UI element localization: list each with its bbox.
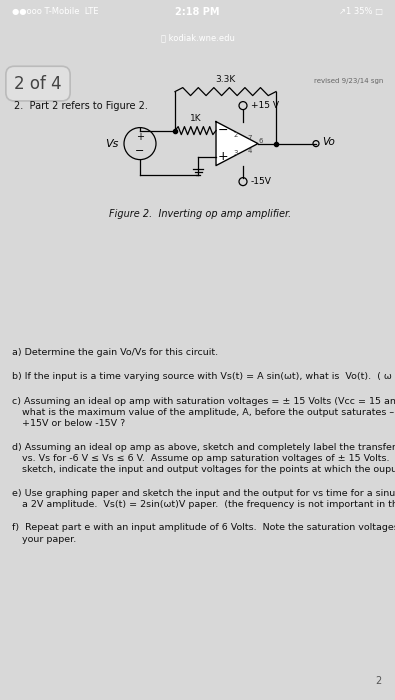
Text: +: + bbox=[136, 132, 144, 141]
Text: revised 9/23/14 sgn: revised 9/23/14 sgn bbox=[314, 78, 383, 83]
Text: c) Assuming an ideal op amp with saturation voltages = ± 15 Volts (Vcc = 15 and : c) Assuming an ideal op amp with saturat… bbox=[12, 397, 395, 406]
Text: e) Use graphing paper and sketch the input and the output for vs time for a sinu: e) Use graphing paper and sketch the inp… bbox=[12, 489, 395, 498]
Text: your paper.: your paper. bbox=[22, 535, 76, 544]
Text: 3: 3 bbox=[234, 150, 238, 155]
Text: +: + bbox=[218, 150, 229, 163]
Text: sketch, indicate the input and output voltages for the points at which the ouput: sketch, indicate the input and output vo… bbox=[22, 466, 395, 475]
Text: f)  Repeat part e with an input amplitude of 6 Volts.  Note the saturation volta: f) Repeat part e with an input amplitude… bbox=[12, 524, 395, 533]
Text: 2 of 4: 2 of 4 bbox=[14, 75, 62, 92]
Text: a) Determine the gain Vo/Vs for this circuit.: a) Determine the gain Vo/Vs for this cir… bbox=[12, 349, 218, 357]
Text: 7: 7 bbox=[248, 134, 252, 141]
Text: -15V: -15V bbox=[251, 177, 272, 186]
Text: 2: 2 bbox=[376, 676, 382, 685]
Text: d) Assuming an ideal op amp as above, sketch and completely label the transfer c: d) Assuming an ideal op amp as above, sk… bbox=[12, 443, 395, 452]
Text: +15 V: +15 V bbox=[251, 101, 279, 110]
Text: −: − bbox=[218, 124, 228, 137]
Text: −: − bbox=[135, 146, 145, 155]
Text: vs. Vs for -6 V ≤ Vs ≤ 6 V.  Assume op amp saturation voltages of ± 15 Volts.  O: vs. Vs for -6 V ≤ Vs ≤ 6 V. Assume op am… bbox=[22, 454, 395, 463]
Text: ●●ooo T-Mobile  LTE: ●●ooo T-Mobile LTE bbox=[12, 7, 98, 16]
Text: 🔒 kodiak.wne.edu: 🔒 kodiak.wne.edu bbox=[160, 34, 235, 43]
Text: Vo: Vo bbox=[322, 136, 335, 146]
Text: what is the maximum value of the amplitude, A, before the output saturates – try: what is the maximum value of the amplitu… bbox=[22, 408, 395, 417]
Text: 4: 4 bbox=[248, 148, 252, 153]
Text: Vs: Vs bbox=[105, 139, 118, 148]
Text: 1K: 1K bbox=[190, 113, 201, 122]
Polygon shape bbox=[216, 122, 258, 166]
Text: 3.3K: 3.3K bbox=[215, 75, 236, 83]
Text: 2.  Part 2 refers to Figure 2.: 2. Part 2 refers to Figure 2. bbox=[14, 101, 148, 111]
Text: 2: 2 bbox=[234, 132, 238, 138]
Text: a 2V amplitude.  Vs(t) = 2sin(ωt)V paper.  (the frequency is not important in th: a 2V amplitude. Vs(t) = 2sin(ωt)V paper.… bbox=[22, 500, 395, 509]
Text: +15V or below -15V ?: +15V or below -15V ? bbox=[22, 419, 125, 428]
Text: Figure 2.  Inverting op amp amplifier.: Figure 2. Inverting op amp amplifier. bbox=[109, 209, 291, 218]
Text: ↗1 35% □: ↗1 35% □ bbox=[339, 7, 383, 16]
Text: 2:18 PM: 2:18 PM bbox=[175, 7, 220, 17]
Text: 6: 6 bbox=[259, 138, 263, 144]
Text: b) If the input is a time varying source with Vs(t) = A sin(ωt), what is  Vo(t).: b) If the input is a time varying source… bbox=[12, 372, 395, 381]
